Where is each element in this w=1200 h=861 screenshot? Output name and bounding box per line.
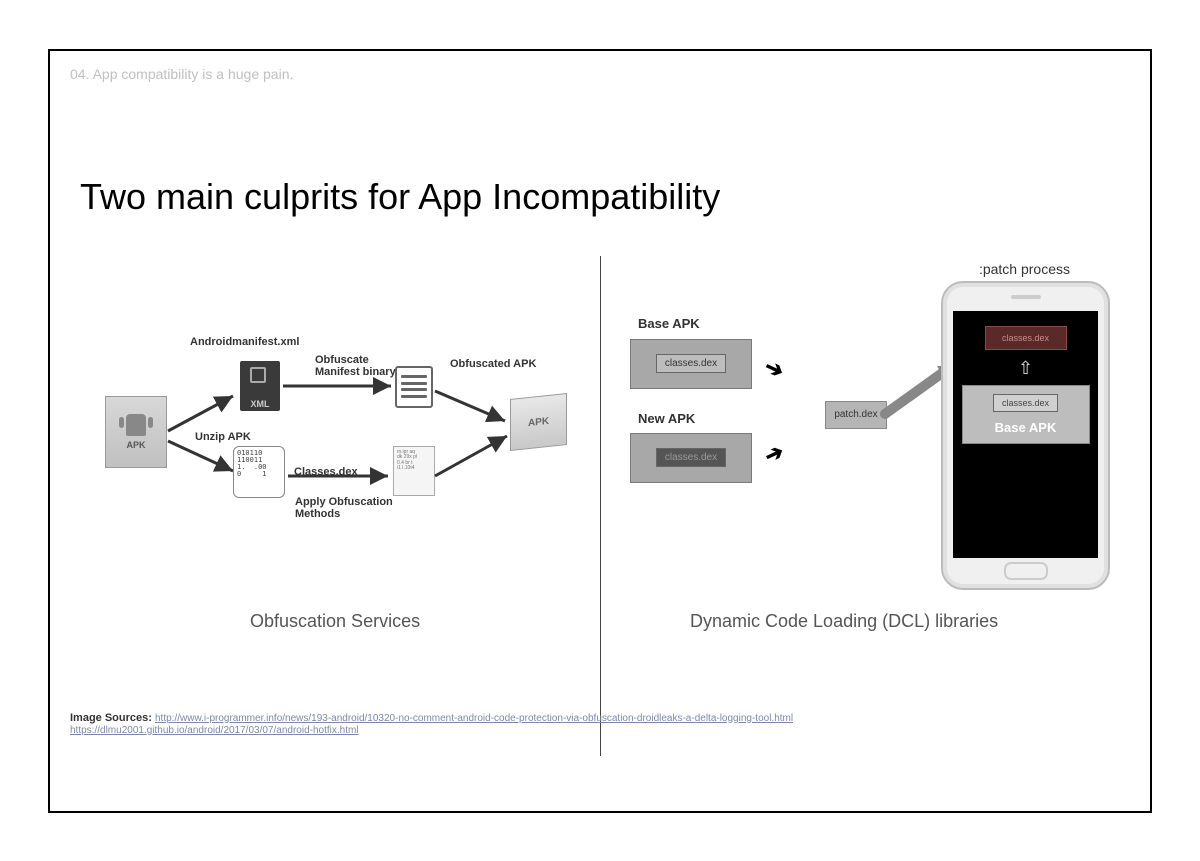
arrow-to-final-apk: [435, 381, 515, 491]
new-apk-box: classes.dex: [630, 433, 752, 483]
new-apk-label: New APK: [638, 411, 695, 426]
manifest-label: Androidmanifest.xml: [190, 336, 299, 348]
vertical-divider: [600, 256, 601, 756]
slide-title: Two main culprits for App Incompatibilit…: [80, 176, 720, 218]
patch-process-label: :patch process: [979, 261, 1070, 277]
apk-file-icon: APK: [105, 396, 167, 468]
arrow-base-to-patch: ➔: [760, 353, 788, 384]
base-apk-classes-dex: classes.dex: [656, 354, 726, 373]
apply-obfuscation-label: Apply Obfuscation Methods: [295, 496, 393, 520]
right-caption: Dynamic Code Loading (DCL) libraries: [690, 611, 998, 632]
arrow-apk-to-xml: [163, 396, 243, 466]
obfuscated-apk-box-icon: APK: [510, 393, 567, 451]
phone-home-button: [1004, 562, 1048, 580]
obfuscation-diagram: Androidmanifest.xml APK Unzip APK XML 01…: [105, 326, 585, 546]
obfuscate-manifest-label: Obfuscate Manifest binary: [315, 354, 396, 378]
obfuscated-manifest-icon: [395, 366, 433, 408]
xml-file-icon: XML: [240, 361, 280, 411]
sources-label: Image Sources:: [70, 712, 152, 724]
obfuscated-apk-label: Obfuscated APK: [450, 358, 536, 370]
apk-label: APK: [126, 440, 145, 450]
base-apk-label: Base APK: [638, 316, 700, 331]
xml-tag: XML: [251, 399, 270, 409]
source-link-2[interactable]: https://dlmu2001.github.io/android/2017/…: [70, 725, 359, 736]
phone-base-apk-box: classes.dex Base APK: [962, 385, 1090, 444]
binary-file-icon: 010110 110011 1. .00 0 1: [233, 446, 285, 498]
phone-base-classes-dex: classes.dex: [993, 394, 1058, 412]
image-sources: Image Sources: http://www.i-programmer.i…: [70, 712, 793, 736]
arrow-mid: [283, 376, 393, 496]
phone-patched-classes-dex: classes.dex: [985, 326, 1067, 350]
phone-icon: classes.dex ⇧ classes.dex Base APK: [941, 281, 1110, 590]
phone-screen: classes.dex ⇧ classes.dex Base APK: [953, 311, 1098, 558]
left-caption: Obfuscation Services: [250, 611, 420, 632]
slide-header: 04. App compatibility is a huge pain.: [70, 66, 293, 82]
dcl-diagram: :patch process Base APK classes.dex New …: [620, 261, 1130, 621]
phone-base-apk-label: Base APK: [995, 420, 1057, 435]
obfuscated-code-icon: m.ipr aqdk 29x pl0.4 br ti1 l.10t4: [393, 446, 435, 496]
patch-dex-box: patch.dex: [825, 401, 887, 429]
apk-box-label: APK: [528, 415, 549, 428]
base-apk-box: classes.dex: [630, 339, 752, 389]
arrow-new-to-patch: ➔: [760, 438, 788, 469]
source-link-1[interactable]: http://www.i-programmer.info/news/193-an…: [155, 713, 793, 724]
up-arrow-icon: ⇧: [1018, 358, 1033, 379]
slide: 04. App compatibility is a huge pain. Tw…: [48, 49, 1152, 813]
android-icon: [126, 414, 146, 436]
new-apk-classes-dex: classes.dex: [656, 448, 726, 467]
phone-speaker: [1011, 295, 1041, 299]
